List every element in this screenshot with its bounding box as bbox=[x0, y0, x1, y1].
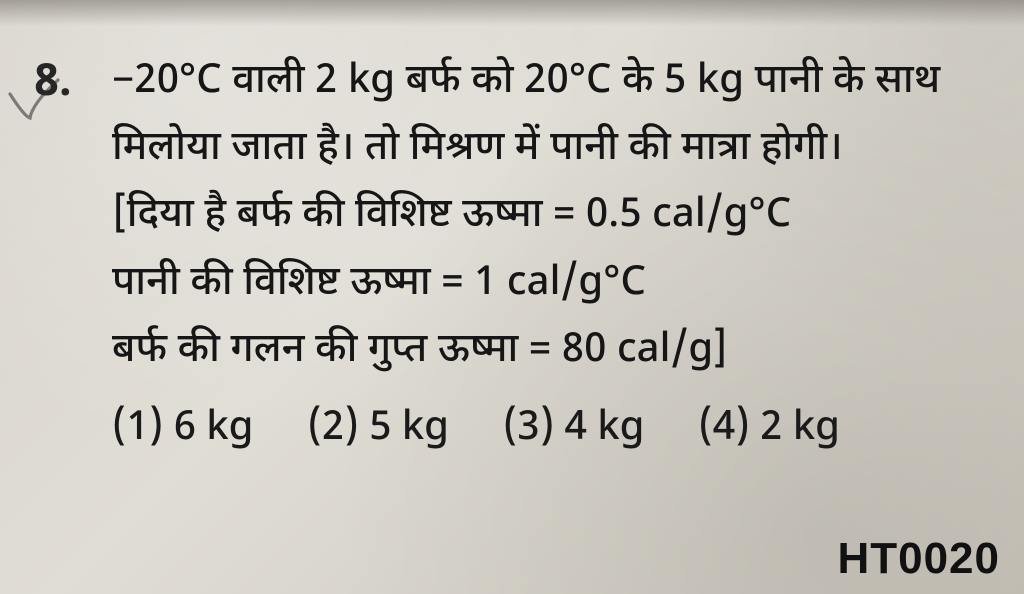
option-label: (4) bbox=[698, 404, 749, 456]
option-text: 4 kg bbox=[565, 404, 645, 456]
question-line: मिलोया जाता है। तो मिश्रण में पानी की मा… bbox=[112, 117, 1014, 184]
option-label: (2) bbox=[307, 404, 358, 456]
option-text: 5 kg bbox=[369, 404, 449, 456]
option-1: (1) 6 kg bbox=[112, 404, 253, 456]
option-text: 6 kg bbox=[174, 404, 254, 456]
question-number: 8. bbox=[34, 56, 72, 113]
question-number-text: 8. bbox=[34, 56, 72, 113]
option-3: (3) 4 kg bbox=[503, 404, 644, 456]
question-line: −20°C वाली 2 kg बर्फ को 20°C के 5 kg पान… bbox=[112, 50, 1014, 117]
question-block: 8. −20°C वाली 2 kg बर्फ को 20°C के 5 kg … bbox=[40, 50, 1014, 456]
question-body: −20°C वाली 2 kg बर्फ को 20°C के 5 kg पान… bbox=[112, 50, 1014, 386]
question-line: पानी की विशिष्ट ऊष्मा = 1 cal/g°C bbox=[112, 252, 1014, 319]
option-label: (1) bbox=[112, 404, 163, 456]
footer-code: HT0020 bbox=[837, 534, 1000, 584]
option-4: (4) 2 kg bbox=[698, 404, 839, 456]
option-text: 2 kg bbox=[760, 404, 840, 456]
option-label: (3) bbox=[503, 404, 554, 456]
options-row: (1) 6 kg (2) 5 kg (3) 4 kg (4) 2 kg bbox=[112, 404, 1014, 456]
option-2: (2) 5 kg bbox=[307, 404, 448, 456]
page-top-shadow bbox=[0, 0, 1024, 26]
question-line: बर्फ की गलन की गुप्त ऊष्मा = 80 cal/g] bbox=[112, 319, 1014, 386]
question-line: [दिया है बर्फ की विशिष्ट ऊष्मा = 0.5 cal… bbox=[112, 184, 1014, 251]
